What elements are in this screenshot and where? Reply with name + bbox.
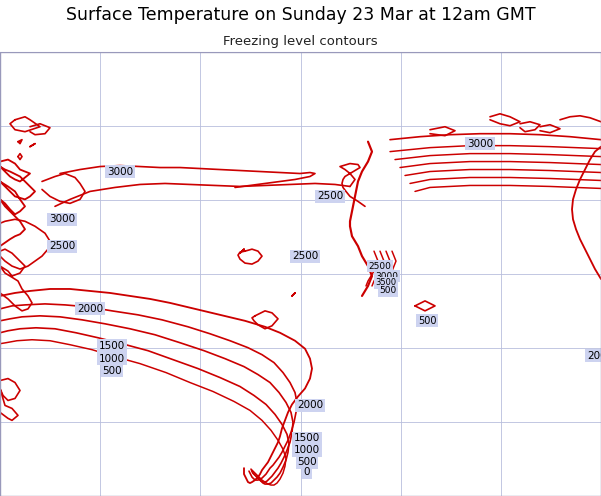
Text: 500: 500 [379,287,397,296]
Text: 3500: 3500 [376,278,397,288]
Text: 2500: 2500 [292,251,318,261]
Text: 2500: 2500 [317,191,343,201]
Text: 0: 0 [304,467,310,477]
Text: 3000: 3000 [376,271,398,281]
Text: 500: 500 [102,366,122,375]
Text: 2000: 2000 [297,400,323,410]
Text: Surface Temperature on Sunday 23 Mar at 12am GMT: Surface Temperature on Sunday 23 Mar at … [66,5,535,24]
Text: 3000: 3000 [49,214,75,224]
Text: 3000: 3000 [467,139,493,149]
Text: 1000: 1000 [99,354,125,364]
Text: 1000: 1000 [294,445,320,455]
Text: 3000: 3000 [107,167,133,177]
Text: 500: 500 [297,457,317,467]
Text: Freezing level contours: Freezing level contours [223,35,378,48]
Text: 2000: 2000 [77,304,103,314]
Text: 2000: 2000 [587,351,601,361]
Text: 500: 500 [418,316,436,326]
Text: 2500: 2500 [49,241,75,251]
Text: 2500: 2500 [368,261,391,271]
Text: 1500: 1500 [99,341,125,351]
Text: 1500: 1500 [294,434,320,443]
